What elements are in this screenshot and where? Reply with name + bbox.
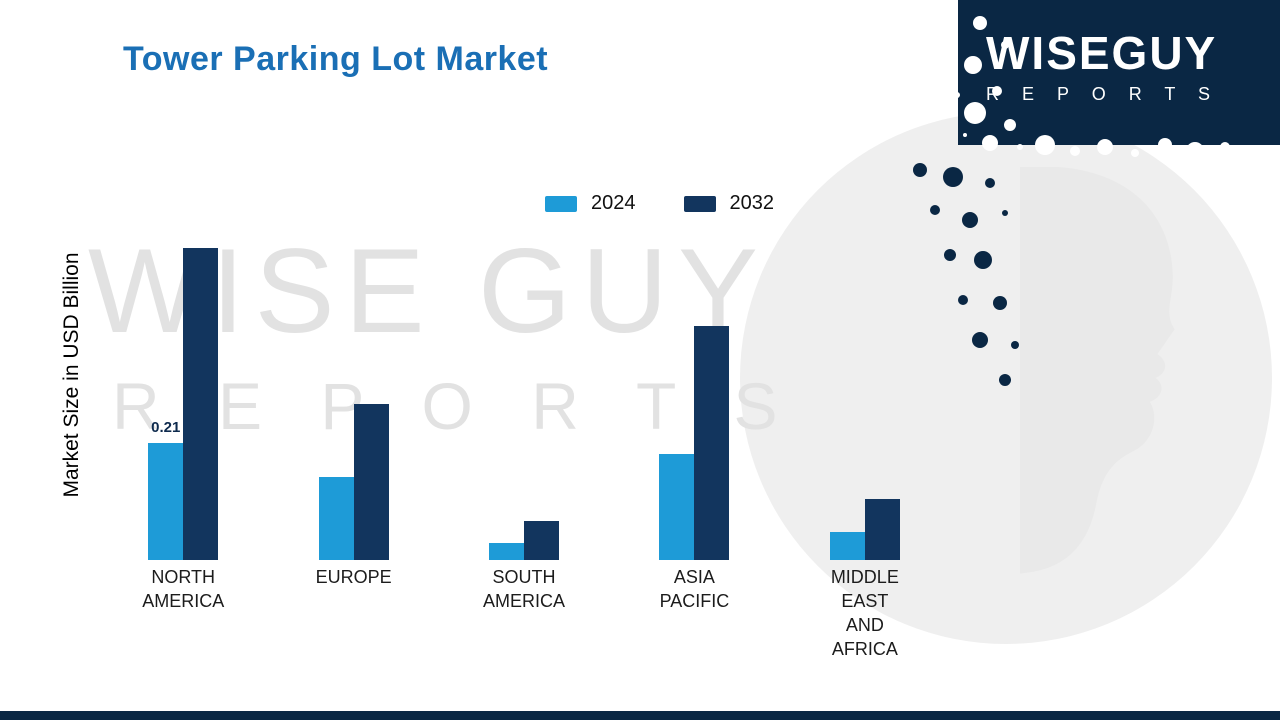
- legend-label-2032: 2032: [729, 192, 775, 214]
- page-title: Tower Parking Lot Market: [123, 40, 549, 78]
- watermark-line2: R E P O R T S: [112, 369, 798, 443]
- bar-2032-middle-east-and-africa: [864, 499, 900, 560]
- face-profile-decoration: [1020, 167, 1175, 574]
- legend-item-2024: 2024: [545, 192, 636, 215]
- bar-group-asia-pacific: [609, 215, 779, 560]
- bar-2024-middle-east-and-africa: [829, 532, 865, 560]
- brand-name: WISEGUY: [986, 27, 1218, 79]
- bar-group-europe: [268, 215, 438, 560]
- bar-group-north-america: 0.21: [98, 215, 268, 560]
- brand-subtitle: R E P O R T S: [986, 84, 1220, 104]
- bar-value-label: 0.21: [151, 419, 181, 436]
- legend-item-2032: 2032: [683, 192, 775, 215]
- bubble-decoration-white: [0, 0, 10, 10]
- footer-bar: [0, 711, 1280, 720]
- bar-group-south-america: [439, 215, 609, 560]
- plot-area: 0.21: [98, 215, 950, 560]
- bar-2032-north-america: [183, 248, 219, 560]
- bar-2024-europe: [318, 477, 354, 560]
- y-axis-label: Market Size in USD Billion: [60, 252, 83, 498]
- category-label: MIDDLE EAST AND AFRICA: [830, 567, 899, 659]
- legend-label-2024: 2024: [591, 192, 636, 214]
- category-label: ASIA PACIFIC: [659, 567, 730, 611]
- category-label: SOUTH AMERICA: [483, 567, 566, 611]
- x-axis-labels: NORTH AMERICA EUROPE SOUTH AMERICA ASIA PAC…: [98, 566, 950, 662]
- background-circle-decoration: [740, 112, 1272, 644]
- bar-group-middle-east-and-africa: [780, 215, 950, 560]
- category-label: NORTH AMERICA: [142, 567, 225, 611]
- brand-panel: WISEGUY R E P O R T S: [958, 0, 1280, 145]
- legend-swatch-2024: [545, 195, 577, 212]
- legend: 2024 2032: [545, 192, 774, 215]
- bar-2032-south-america: [524, 521, 560, 560]
- brand-logo: WISEGUY R E P O R T S: [986, 30, 1219, 105]
- bar-2024-asia-pacific: [659, 454, 695, 560]
- bar-2032-europe: [353, 404, 389, 560]
- bar-2032-asia-pacific: [694, 326, 730, 560]
- category-label: EUROPE: [315, 567, 392, 587]
- bar-2024-north-america: 0.21: [148, 419, 184, 560]
- legend-swatch-2032: [683, 195, 716, 212]
- bar-2024-south-america: [489, 543, 525, 560]
